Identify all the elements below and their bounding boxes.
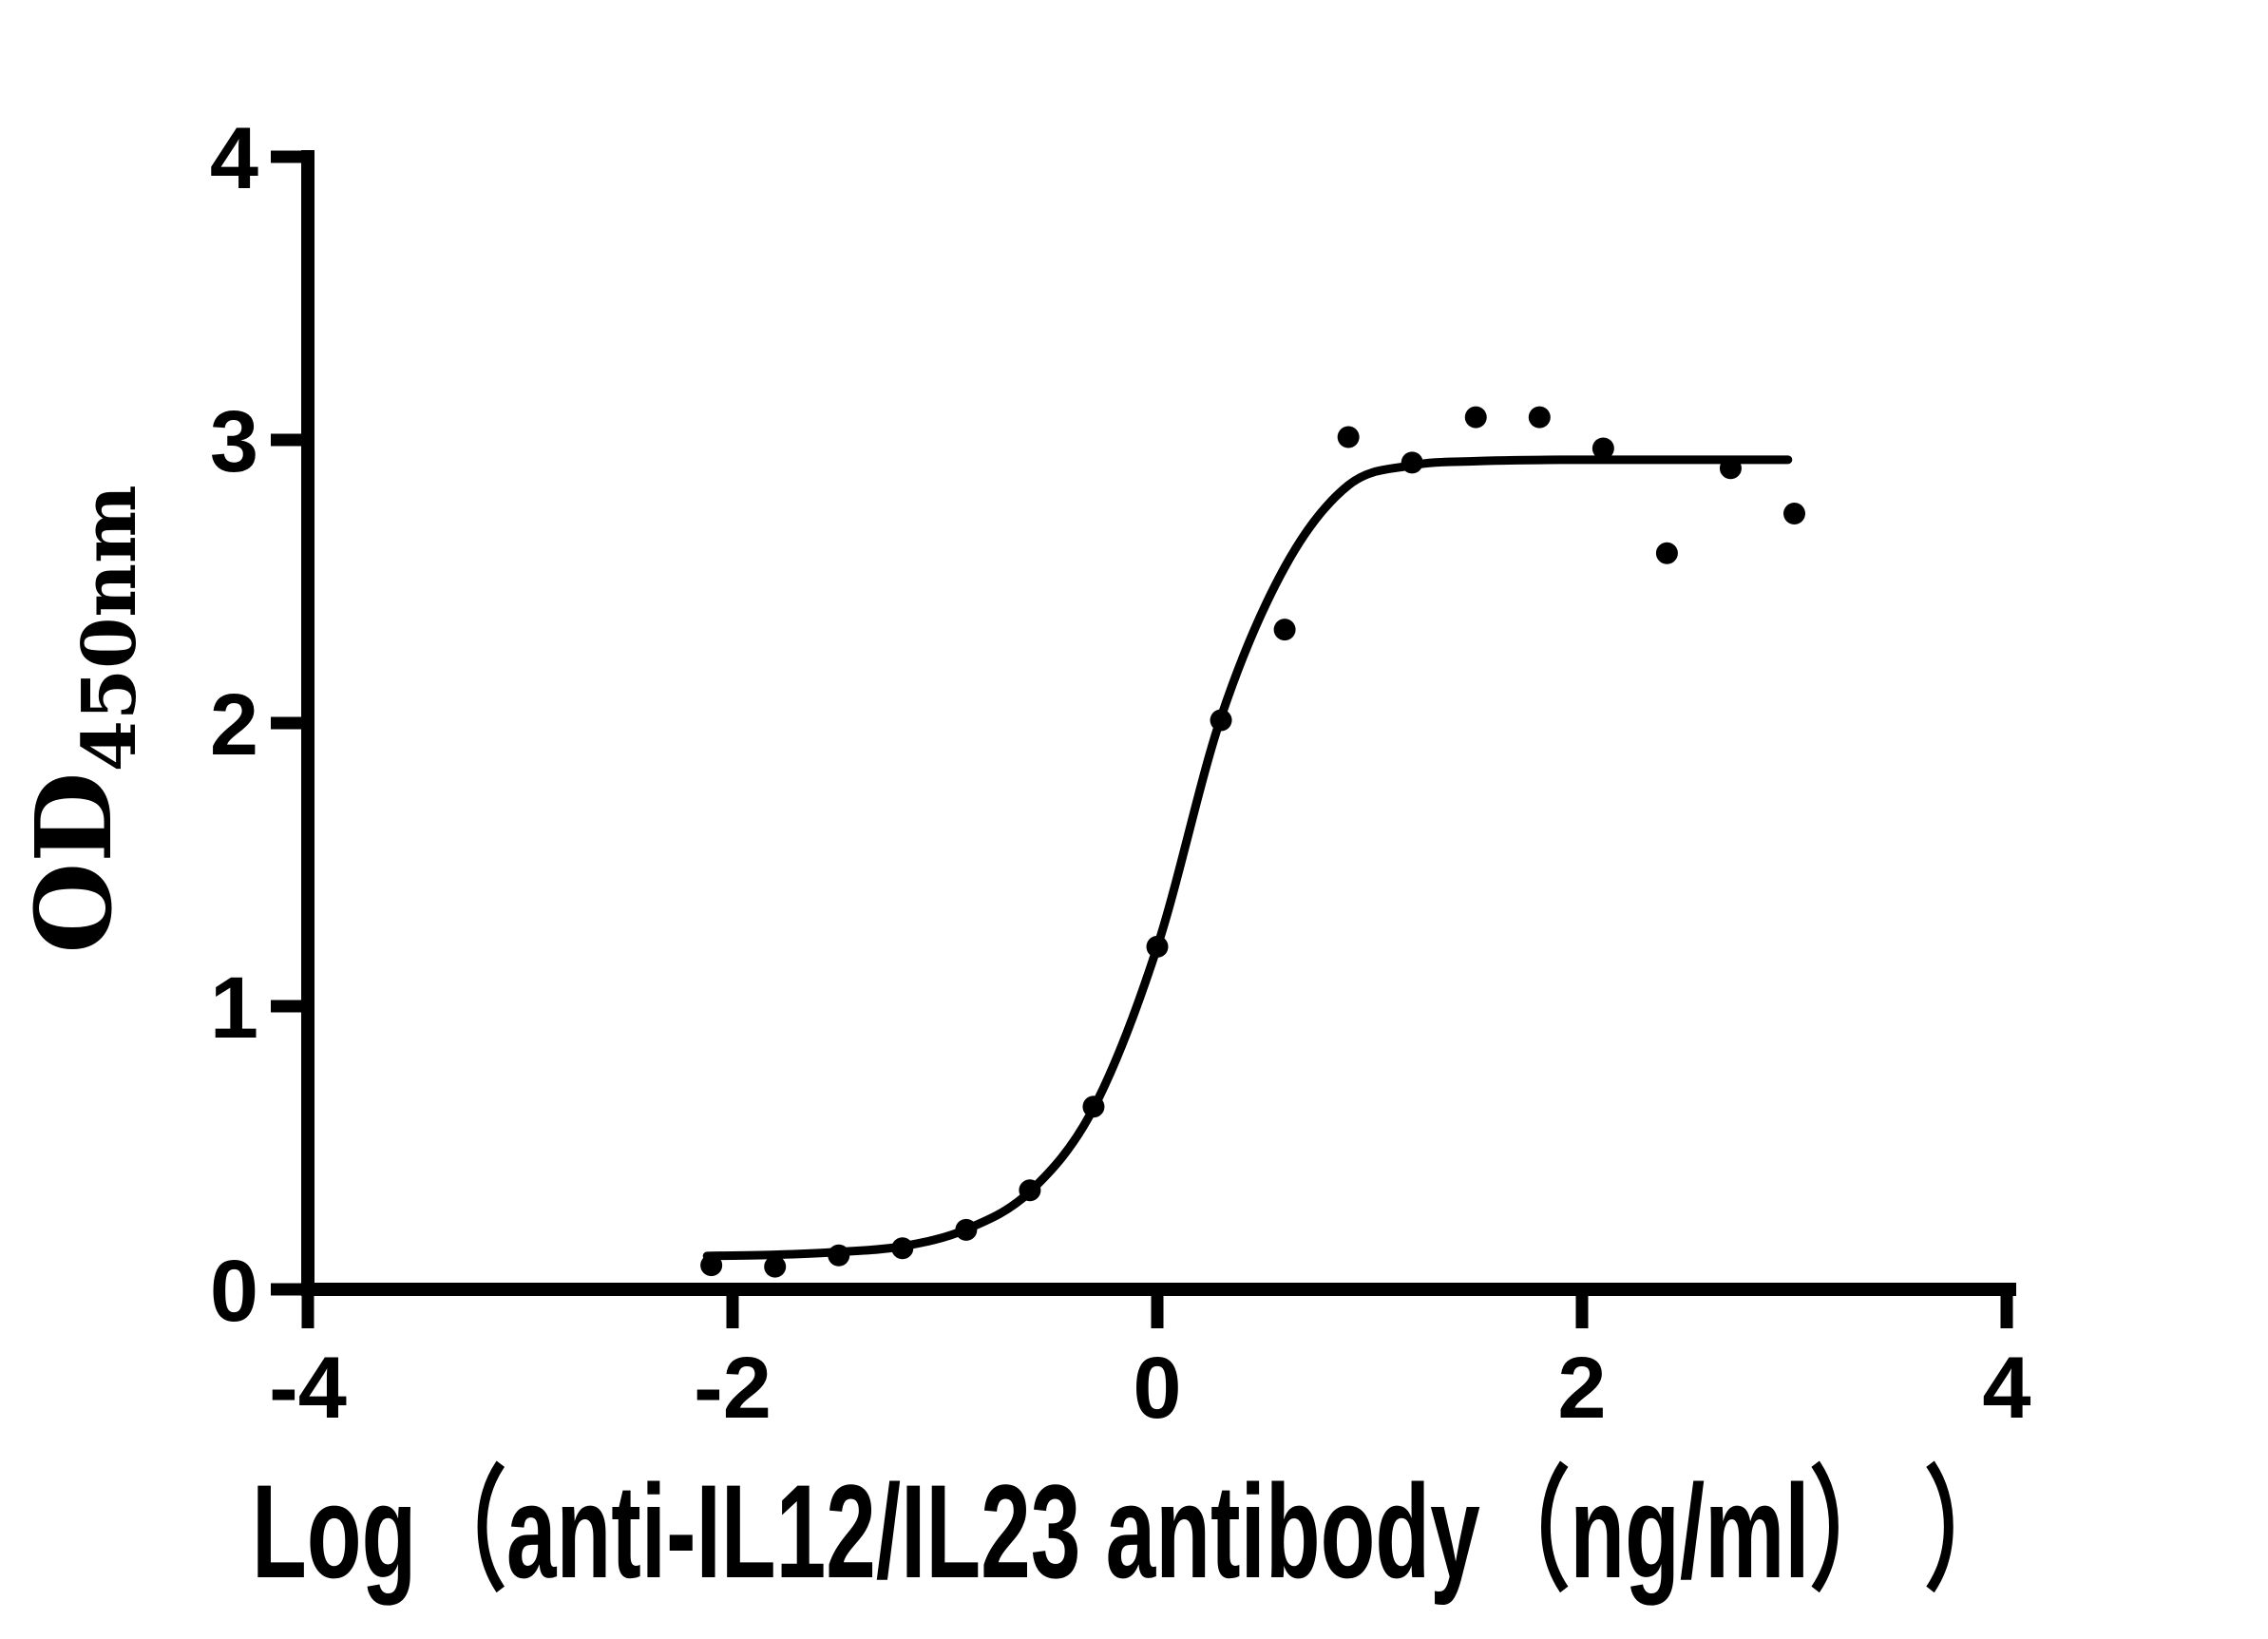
data-point bbox=[955, 1218, 978, 1241]
x-axis-title: Log（anti-IL12/IL23 antibody（ng/ml） ） bbox=[252, 1457, 2014, 1606]
fit-curve bbox=[702, 455, 1793, 1261]
data-point bbox=[764, 1255, 787, 1278]
data-point bbox=[1783, 502, 1805, 524]
x-tick-label: 0 bbox=[1133, 1340, 1181, 1437]
x-tick-label: 4 bbox=[1982, 1340, 2030, 1437]
data-point bbox=[1019, 1179, 1041, 1202]
data-point bbox=[828, 1244, 850, 1267]
data-point bbox=[891, 1237, 914, 1260]
y-tick-label: 2 bbox=[210, 677, 258, 773]
x-tick-label: -4 bbox=[269, 1340, 347, 1437]
data-point bbox=[1337, 426, 1360, 448]
data-points-layer bbox=[700, 406, 1805, 1278]
x-tick-label: 2 bbox=[1557, 1340, 1606, 1437]
y-tick-label: 4 bbox=[210, 110, 258, 207]
data-point bbox=[1210, 709, 1232, 732]
y-axis-title-subscript: 450nm bbox=[67, 485, 153, 772]
fit-curve-layer bbox=[702, 455, 1793, 1261]
y-axis-title-main: OD bbox=[12, 772, 135, 953]
tick-label-layer: 0 1 2 3 4 -4 -2 0 2 4 bbox=[210, 110, 2031, 1437]
data-point bbox=[1464, 406, 1487, 429]
y-tick-label: 1 bbox=[210, 960, 258, 1057]
data-point bbox=[1273, 619, 1296, 641]
data-point bbox=[1655, 542, 1678, 564]
data-point bbox=[1719, 457, 1742, 480]
y-tick-label: 0 bbox=[210, 1243, 258, 1340]
data-point bbox=[1082, 1096, 1105, 1118]
data-point bbox=[1591, 437, 1614, 460]
axes-layer bbox=[271, 150, 2016, 1328]
data-point bbox=[1146, 935, 1169, 958]
data-point bbox=[1401, 451, 1423, 474]
data-point bbox=[1528, 406, 1551, 429]
y-tick-label: 3 bbox=[210, 393, 258, 490]
x-tick-label: -2 bbox=[694, 1340, 772, 1437]
data-point bbox=[700, 1254, 723, 1277]
y-axis-title: OD450nm bbox=[12, 485, 153, 953]
